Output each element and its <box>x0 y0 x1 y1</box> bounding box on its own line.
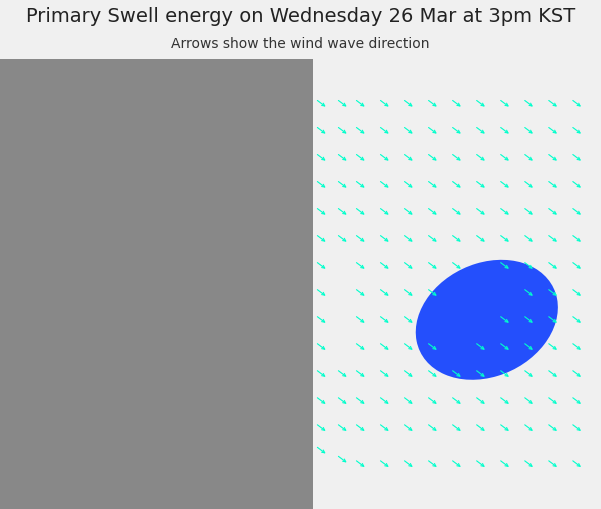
Ellipse shape <box>416 260 558 380</box>
FancyBboxPatch shape <box>0 59 313 509</box>
Text: Arrows show the wind wave direction: Arrows show the wind wave direction <box>171 37 430 51</box>
Text: Primary Swell energy on Wednesday 26 Mar at 3pm KST: Primary Swell energy on Wednesday 26 Mar… <box>26 7 575 26</box>
